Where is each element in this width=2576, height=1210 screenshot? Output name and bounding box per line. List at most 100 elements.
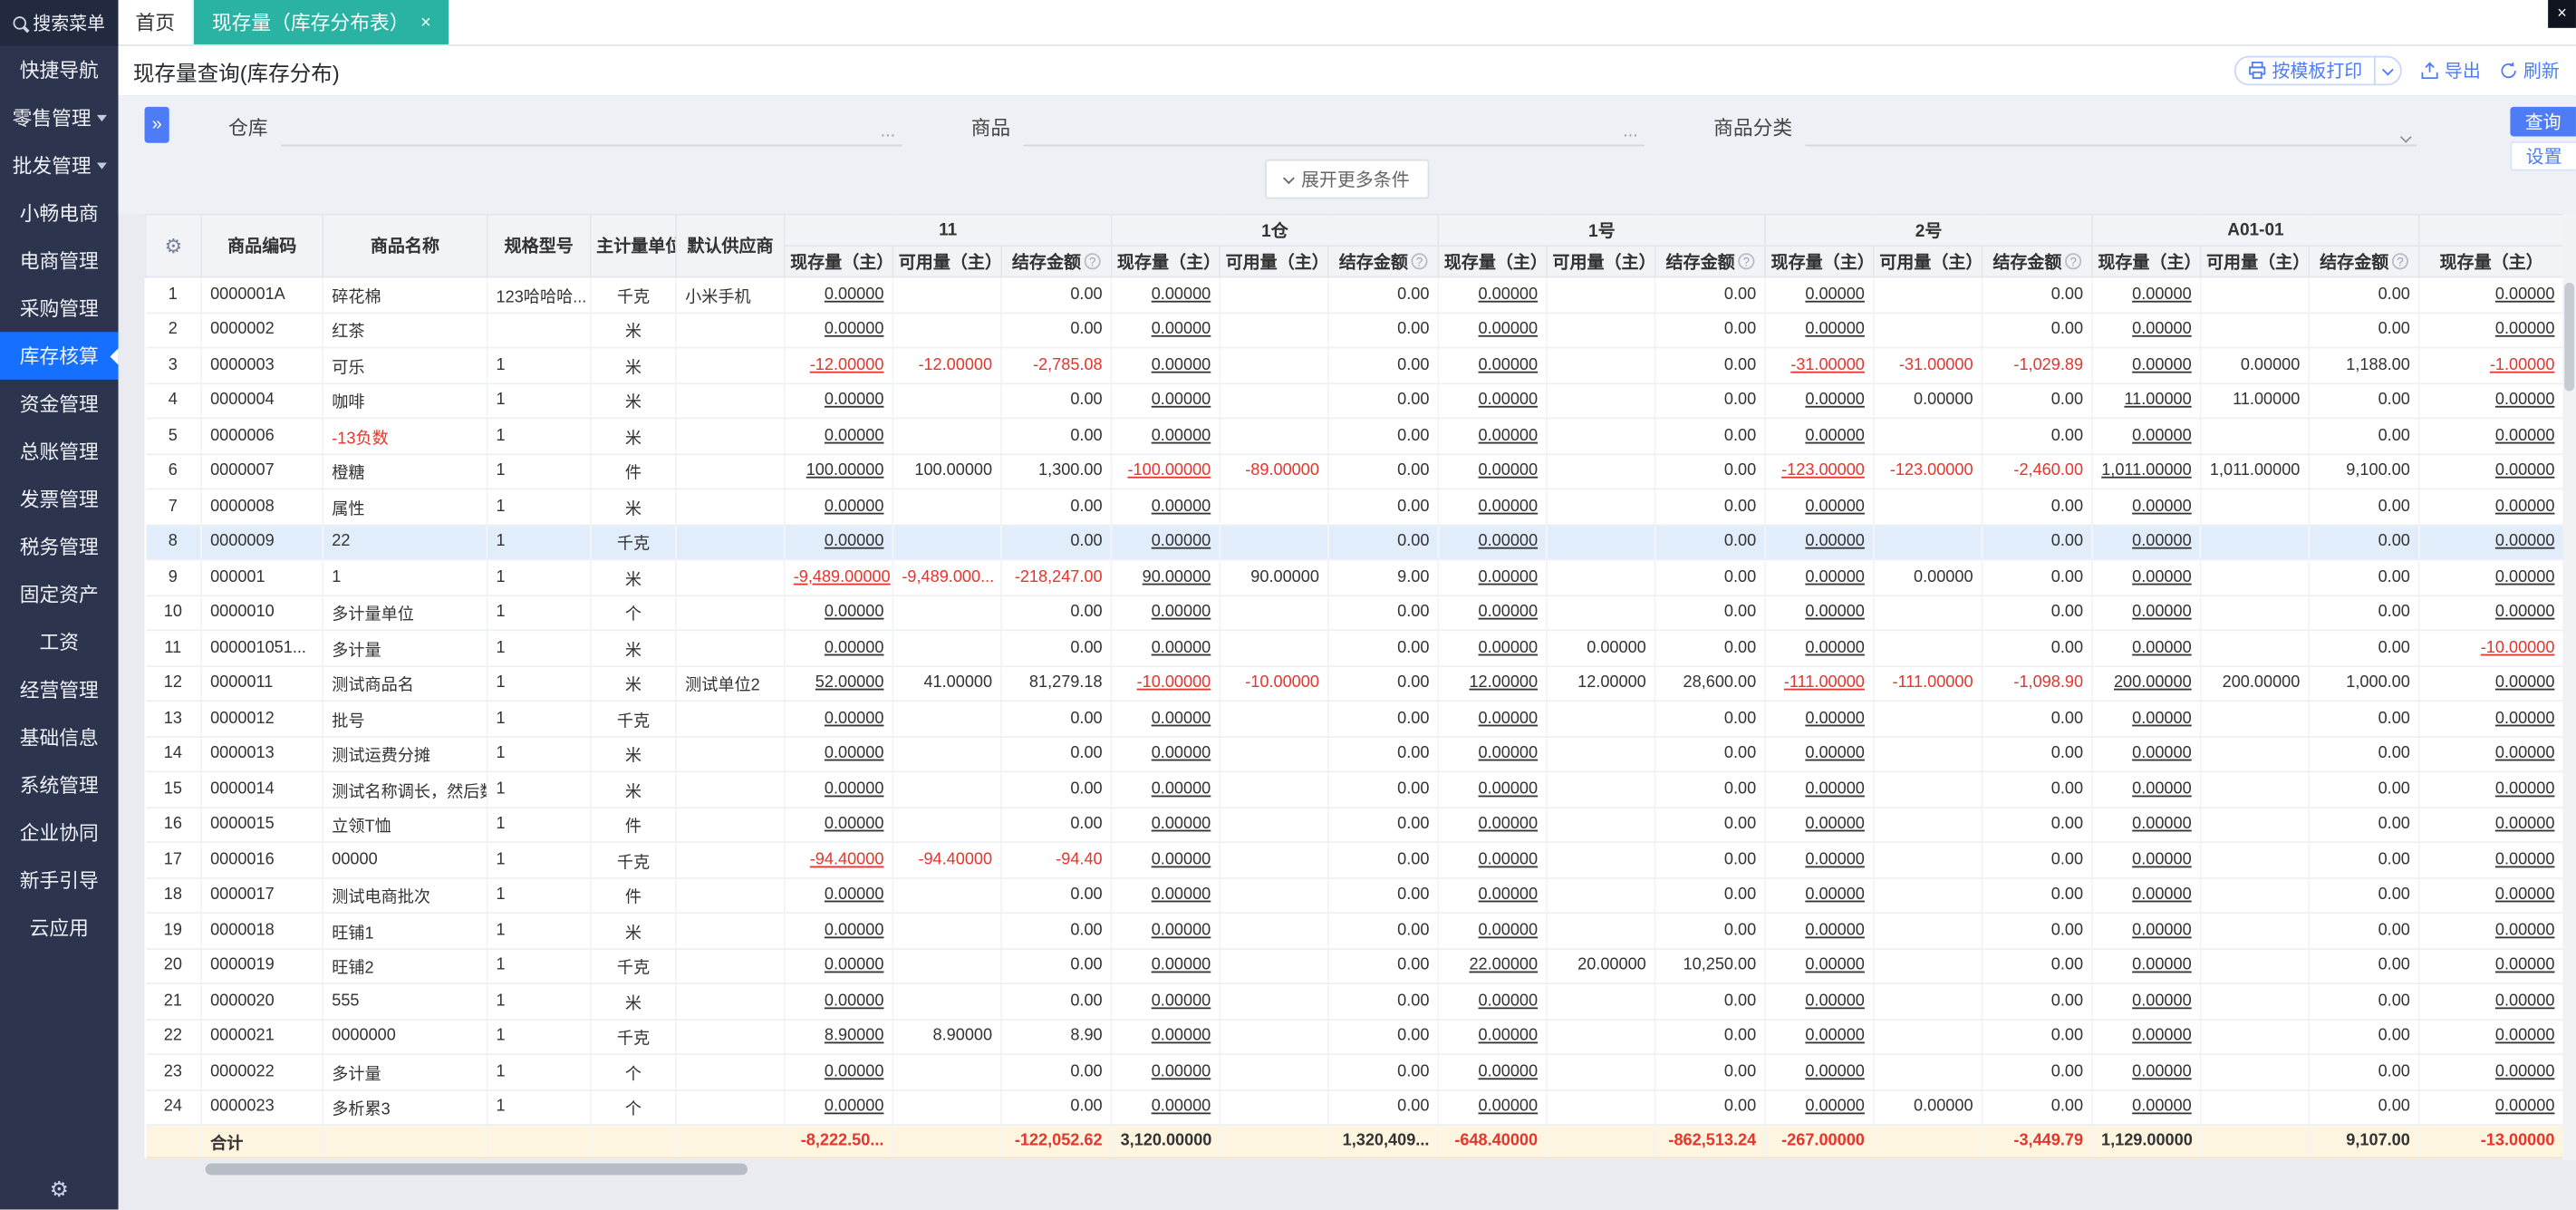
qty-on-hand-cell[interactable]: 0.00000 [784, 382, 894, 420]
qty-drilldown-link[interactable]: 0.00000 [1151, 355, 1211, 374]
qty-on-hand-cell[interactable]: 0.00000 [1111, 771, 1221, 808]
qty-on-hand-cell[interactable]: -111.00000 [1765, 665, 1875, 702]
qty-drilldown-link[interactable]: 0.00000 [2494, 815, 2555, 834]
qty-drilldown-link[interactable]: 0.00000 [1478, 567, 1539, 586]
qty-drilldown-link[interactable]: 0.00000 [824, 956, 884, 975]
qty-drilldown-link[interactable]: 0.00000 [1478, 638, 1539, 657]
qty-drilldown-link[interactable]: 0.00000 [1478, 286, 1539, 304]
qty-on-hand-cell[interactable]: -10.00000 [1111, 665, 1221, 702]
qty-on-hand-cell[interactable]: 0.00000 [2418, 842, 2565, 879]
qty-on-hand-cell[interactable]: -10.00000 [2418, 630, 2565, 667]
qty-on-hand-cell[interactable]: 0.00000 [1765, 1054, 1875, 1090]
qty-drilldown-link[interactable]: 0.00000 [1478, 355, 1539, 374]
qty-on-hand-cell[interactable]: 22.00000 [1438, 948, 1548, 985]
qty-drilldown-link[interactable]: 0.00000 [2494, 1062, 2555, 1081]
table-row[interactable]: 5 0000006 -13负数 1 米 0.00000 0.00 0.00000 0.00 0.0… [145, 418, 2565, 455]
qty-drilldown-link[interactable]: 0.00000 [2494, 992, 2555, 1011]
table-row[interactable]: 19 0000018 旺铺1 1 米 0.00000 0.00 0.00000 0.00 0.00… [145, 913, 2565, 950]
print-by-template-button[interactable]: 按模板打印 [2233, 55, 2402, 86]
qty-drilldown-link[interactable]: 0.00000 [1478, 1027, 1539, 1046]
qty-on-hand-cell[interactable]: 0.00000 [784, 701, 894, 738]
sub-column-header[interactable]: 结存金额? [1000, 245, 1113, 278]
qty-on-hand-cell[interactable]: 0.00000 [2092, 736, 2202, 773]
qty-drilldown-link[interactable]: 0.00000 [824, 391, 884, 410]
qty-drilldown-link[interactable]: 0.00000 [824, 321, 884, 339]
qty-drilldown-link[interactable]: 0.00000 [1478, 603, 1539, 622]
qty-on-hand-cell[interactable]: 0.00000 [784, 877, 894, 915]
qty-on-hand-cell[interactable]: 0.00000 [1111, 983, 1221, 1021]
qty-drilldown-link[interactable]: 0.00000 [1151, 1027, 1211, 1046]
sidebar-item[interactable]: 资金管理 [0, 380, 119, 428]
qty-on-hand-cell[interactable]: 11.00000 [2092, 382, 2202, 420]
qty-drilldown-link[interactable]: 0.00000 [2132, 1098, 2192, 1117]
qty-on-hand-cell[interactable]: 0.00000 [1438, 559, 1548, 596]
qty-on-hand-cell[interactable]: 200.00000 [2092, 665, 2202, 702]
qty-drilldown-link[interactable]: 0.00000 [1151, 497, 1211, 516]
qty-on-hand-cell[interactable]: 0.00000 [1765, 595, 1875, 632]
qty-drilldown-link[interactable]: 0.00000 [2494, 956, 2555, 975]
qty-drilldown-link[interactable]: 0.00000 [1478, 461, 1539, 480]
qty-drilldown-link[interactable]: 0.00000 [824, 992, 884, 1011]
sub-column-header[interactable]: 现存量（主） [2091, 245, 2202, 278]
qty-drilldown-link[interactable]: 0.00000 [1478, 779, 1539, 799]
qty-on-hand-cell[interactable]: 0.00000 [1111, 701, 1221, 738]
qty-on-hand-cell[interactable]: 0.00000 [2092, 771, 2202, 808]
qty-on-hand-cell[interactable]: 0.00000 [1438, 418, 1548, 455]
collapse-panel-button[interactable]: » [144, 106, 169, 143]
table-row[interactable]: 14 0000013 测试运费分摊 1 米 0.00000 0.00 0.00000 0.00 0… [145, 736, 2565, 773]
qty-on-hand-cell[interactable]: 0.00000 [1438, 1019, 1548, 1055]
qty-on-hand-cell[interactable]: 0.00000 [2092, 983, 2202, 1021]
qty-on-hand-cell[interactable]: 0.00000 [1111, 1089, 1221, 1126]
qty-on-hand-cell[interactable]: 0.00000 [1438, 524, 1548, 561]
qty-on-hand-cell[interactable]: 0.00000 [1111, 1019, 1221, 1055]
qty-on-hand-cell[interactable]: 0.00000 [1438, 312, 1548, 349]
qty-drilldown-link[interactable]: 0.00000 [824, 497, 884, 516]
qty-on-hand-cell[interactable]: 0.00000 [1438, 913, 1548, 950]
table-row[interactable]: 18 0000017 测试电商批次 1 件 0.00000 0.00 0.00000 0.00 0… [145, 877, 2565, 915]
sub-column-header[interactable]: 现存量（主） [1437, 245, 1548, 278]
qty-drilldown-link[interactable]: 0.00000 [1478, 850, 1539, 869]
qty-drilldown-link[interactable]: -111.00000 [1783, 673, 1865, 692]
qty-on-hand-cell[interactable]: 0.00000 [1765, 559, 1875, 596]
sidebar-item[interactable]: 新手引导 [0, 857, 119, 905]
qty-drilldown-link[interactable]: 0.00000 [1478, 815, 1539, 834]
qty-on-hand-cell[interactable]: 0.00000 [784, 276, 894, 314]
qty-on-hand-cell[interactable]: 0.00000 [1765, 489, 1875, 526]
sidebar-item[interactable]: 企业协同 [0, 808, 119, 857]
sub-column-header[interactable]: 现存量（主） [1110, 245, 1221, 278]
column-header[interactable]: 默认供应商 [675, 213, 786, 278]
qty-on-hand-cell[interactable]: 0.00000 [1111, 489, 1221, 526]
qty-on-hand-cell[interactable]: 8.90000 [784, 1019, 894, 1055]
qty-on-hand-cell[interactable]: -1.00000 [2418, 347, 2565, 384]
qty-on-hand-cell[interactable]: 0.00000 [1765, 701, 1875, 738]
tab-close-icon[interactable]: × [420, 12, 431, 33]
column-header[interactable]: 商品编码 [200, 213, 324, 278]
qty-drilldown-link[interactable]: 0.00000 [1478, 321, 1539, 339]
qty-on-hand-cell[interactable]: 0.00000 [1111, 347, 1221, 384]
table-row[interactable]: 24 0000023 多析累3 1 个 0.00000 0.00 0.00000 0.00 0.0… [145, 1089, 2565, 1126]
sub-column-header[interactable]: 现存量（主） [783, 245, 894, 278]
qty-drilldown-link[interactable]: 0.00000 [824, 532, 884, 551]
qty-on-hand-cell[interactable]: 0.00000 [2418, 983, 2565, 1021]
qty-drilldown-link[interactable]: -123.00000 [1781, 461, 1865, 480]
qty-on-hand-cell[interactable]: 0.00000 [784, 595, 894, 632]
qty-on-hand-cell[interactable]: 0.00000 [1438, 771, 1548, 808]
table-row[interactable]: 9 000001 1 1 米 -9,489.00000 -9,489.000... -218,… [145, 559, 2565, 596]
qty-drilldown-link[interactable]: 0.00000 [824, 1062, 884, 1081]
qty-drilldown-link[interactable]: 0.00000 [1805, 567, 1865, 586]
qty-on-hand-cell[interactable]: 0.00000 [784, 630, 894, 667]
sidebar-item[interactable]: 库存核算 [0, 332, 119, 380]
qty-on-hand-cell[interactable]: -123.00000 [1765, 453, 1875, 490]
qty-drilldown-link[interactable]: 0.00000 [1478, 532, 1539, 551]
qty-on-hand-cell[interactable]: 0.00000 [2418, 276, 2565, 314]
qty-on-hand-cell[interactable]: 0.00000 [784, 913, 894, 950]
qty-on-hand-cell[interactable]: 0.00000 [1765, 382, 1875, 420]
qty-drilldown-link[interactable]: 0.00000 [1478, 426, 1539, 445]
qty-drilldown-link[interactable]: 0.00000 [2494, 603, 2555, 622]
qty-drilldown-link[interactable]: 0.00000 [2494, 567, 2555, 586]
qty-drilldown-link[interactable]: 0.00000 [2494, 497, 2555, 516]
qty-drilldown-link[interactable]: 0.00000 [1151, 321, 1211, 339]
qty-drilldown-link[interactable]: 0.00000 [2494, 532, 2555, 551]
qty-on-hand-cell[interactable]: 0.00000 [2418, 701, 2565, 738]
qty-on-hand-cell[interactable]: 0.00000 [2418, 807, 2565, 844]
